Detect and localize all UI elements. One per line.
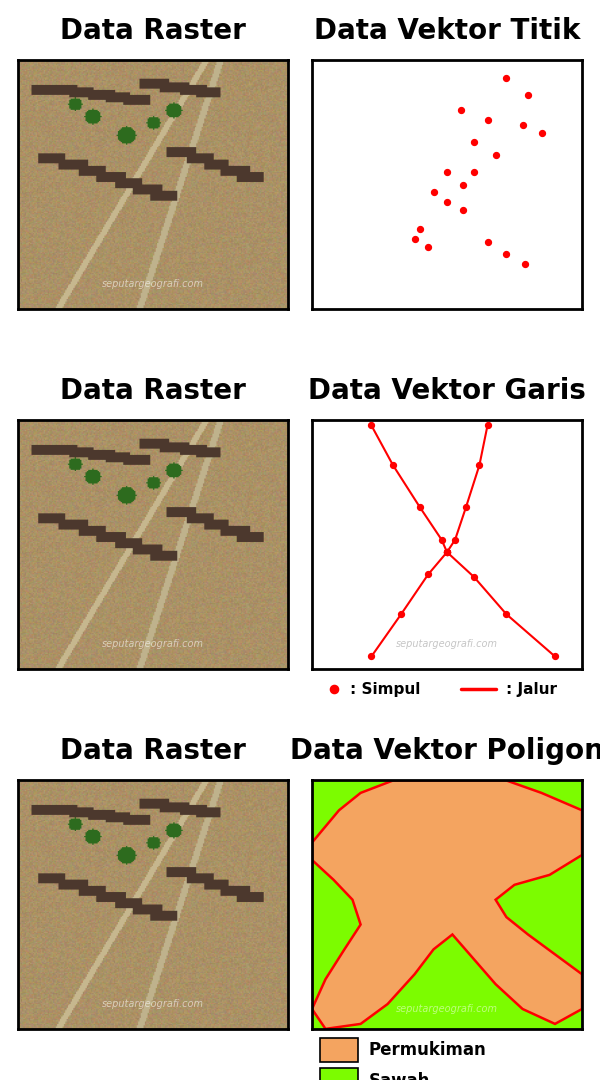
Point	[502, 606, 511, 623]
Point	[450, 531, 460, 549]
Text: seputargeografi.com: seputargeografi.com	[102, 279, 204, 289]
Point	[367, 417, 376, 434]
Point	[482, 111, 492, 129]
Point	[469, 163, 479, 180]
Point	[442, 543, 452, 561]
Text: : Simpul: : Simpul	[350, 681, 420, 697]
Point	[550, 648, 560, 665]
Text: Data Vektor Poligon: Data Vektor Poligon	[290, 738, 600, 765]
Polygon shape	[312, 781, 582, 1029]
Point	[520, 256, 530, 273]
Point	[458, 176, 468, 193]
Text: seputargeografi.com: seputargeografi.com	[102, 999, 204, 1009]
Text: seputargeografi.com: seputargeografi.com	[396, 1004, 498, 1014]
Point	[523, 86, 533, 104]
Point	[456, 102, 466, 119]
Text: Data Raster: Data Raster	[60, 17, 246, 45]
Point	[424, 238, 433, 255]
Point	[537, 124, 547, 141]
Point	[518, 117, 527, 134]
Point	[410, 231, 419, 248]
Point	[415, 220, 425, 238]
Point	[491, 146, 500, 163]
Point	[458, 201, 468, 218]
Point	[475, 457, 484, 474]
Point	[442, 193, 452, 211]
Point	[469, 134, 479, 151]
Point	[461, 499, 470, 516]
Point	[397, 606, 406, 623]
Point	[367, 648, 376, 665]
Text: seputargeografi.com: seputargeografi.com	[102, 639, 204, 649]
Point	[442, 543, 452, 561]
FancyBboxPatch shape	[320, 1068, 358, 1080]
Point	[482, 417, 492, 434]
Point	[502, 69, 511, 86]
Text: Data Vektor Garis: Data Vektor Garis	[308, 377, 586, 405]
Text: Data Vektor Titik: Data Vektor Titik	[314, 17, 580, 45]
Point	[329, 680, 338, 698]
Point	[388, 457, 398, 474]
Point	[482, 233, 492, 251]
Text: : Jalur: : Jalur	[506, 681, 557, 697]
Text: Data Raster: Data Raster	[60, 738, 246, 765]
Text: Permukiman: Permukiman	[368, 1041, 487, 1059]
Point	[428, 184, 438, 201]
Text: Sawah: Sawah	[368, 1071, 430, 1080]
Point	[469, 568, 479, 585]
Text: seputargeografi.com: seputargeografi.com	[396, 639, 498, 649]
FancyBboxPatch shape	[320, 1038, 358, 1063]
Point	[415, 499, 425, 516]
Text: Data Raster: Data Raster	[60, 377, 246, 405]
Point	[442, 543, 452, 561]
Point	[442, 163, 452, 180]
Point	[442, 543, 452, 561]
Point	[424, 566, 433, 583]
Point	[502, 245, 511, 262]
Point	[437, 531, 446, 549]
